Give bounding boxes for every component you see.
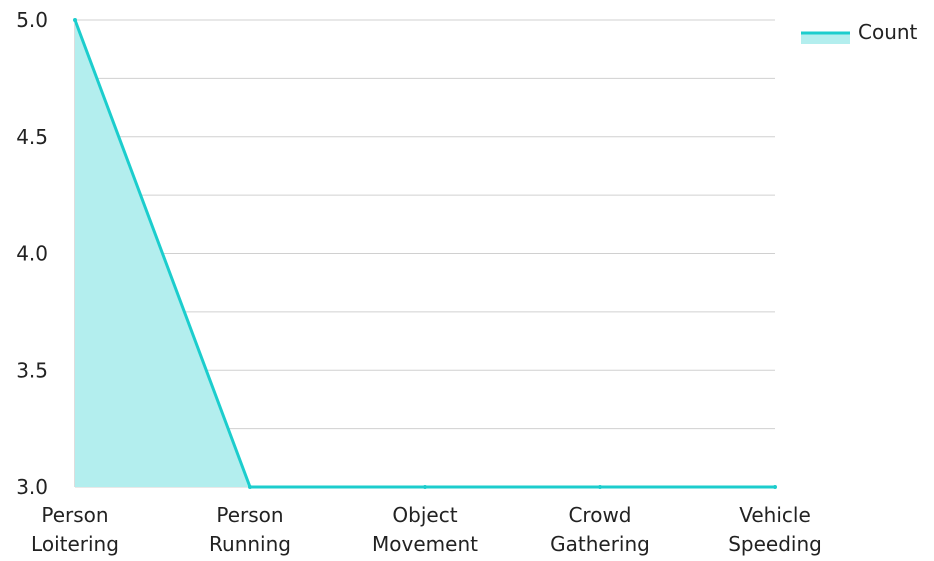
legend-label-count: Count bbox=[858, 20, 918, 44]
data-point[interactable] bbox=[73, 18, 77, 22]
x-axis-ticks: Person Loitering Person Running Object Moveme… bbox=[31, 503, 822, 556]
legend[interactable]: Count bbox=[801, 20, 918, 44]
x-tick-label: Vehicle Speeding bbox=[728, 503, 822, 556]
y-tick-label: 5.0 bbox=[16, 8, 48, 32]
y-tick-label: 3.0 bbox=[16, 475, 48, 499]
data-point[interactable] bbox=[773, 485, 777, 489]
data-point[interactable] bbox=[248, 485, 252, 489]
y-tick-label: 3.5 bbox=[16, 358, 48, 382]
series-area bbox=[75, 20, 775, 487]
y-tick-label: 4.5 bbox=[16, 125, 48, 149]
data-point[interactable] bbox=[423, 485, 427, 489]
series-area-count bbox=[75, 20, 775, 487]
legend-swatch bbox=[801, 33, 850, 44]
data-point[interactable] bbox=[598, 485, 602, 489]
y-axis-ticks: 3.0 3.5 4.0 4.5 5.0 bbox=[16, 8, 48, 499]
x-tick-label: Person Running bbox=[209, 503, 291, 556]
x-tick-label: Crowd Gathering bbox=[550, 503, 650, 556]
x-tick-label: Person Loitering bbox=[31, 503, 119, 556]
x-tick-label: Object Movement bbox=[372, 503, 478, 556]
series-line bbox=[73, 18, 777, 489]
y-tick-label: 4.0 bbox=[16, 242, 48, 266]
